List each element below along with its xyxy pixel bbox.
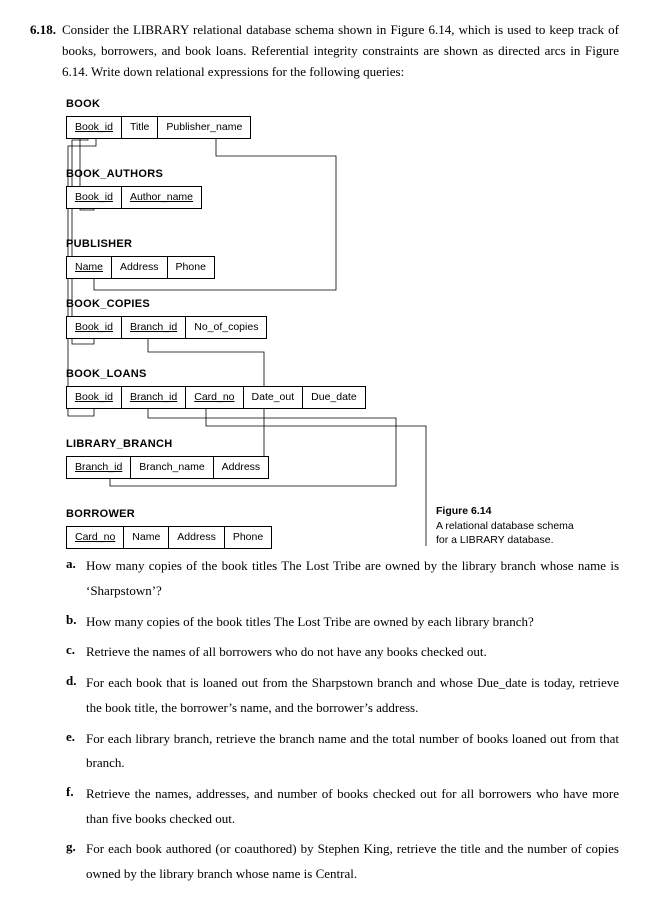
schema-column: Address bbox=[169, 527, 225, 548]
schema-column: Branch_name bbox=[131, 457, 213, 478]
question-text: How many copies of the book titles The L… bbox=[86, 610, 619, 635]
schema-table-row: NameAddressPhone bbox=[66, 256, 215, 279]
question-label: a. bbox=[66, 554, 86, 603]
schema-table: PUBLISHER NameAddressPhone bbox=[66, 236, 215, 278]
problem-statement: 6.18. Consider the LIBRARY relational da… bbox=[30, 20, 619, 82]
schema-table: BORROWER Card_noNameAddressPhone bbox=[66, 506, 272, 548]
schema-column: Card_no bbox=[186, 387, 243, 408]
question-label: d. bbox=[66, 671, 86, 720]
schema-table-title: BOOK_AUTHORS bbox=[66, 166, 202, 184]
schema-table: BOOK_COPIES Book_idBranch_idNo_of_copies bbox=[66, 296, 267, 338]
question-item: f.Retrieve the names, addresses, and num… bbox=[66, 782, 619, 831]
schema-diagram: Figure 6.14 A relational database schema… bbox=[66, 96, 619, 546]
schema-table-row: Card_noNameAddressPhone bbox=[66, 526, 272, 549]
schema-column: Name bbox=[124, 527, 169, 548]
question-label: c. bbox=[66, 640, 86, 665]
question-text: Retrieve the names of all borrowers who … bbox=[86, 640, 619, 665]
schema-column: Publisher_name bbox=[158, 117, 250, 138]
problem-text: Consider the LIBRARY relational database… bbox=[62, 20, 619, 82]
figure-caption: Figure 6.14 A relational database schema… bbox=[436, 504, 576, 547]
schema-column: Phone bbox=[168, 257, 214, 278]
schema-table-row: Branch_idBranch_nameAddress bbox=[66, 456, 269, 479]
schema-column: Due_date bbox=[303, 387, 365, 408]
schema-column: Title bbox=[122, 117, 158, 138]
schema-column: Address bbox=[112, 257, 168, 278]
schema-column: Branch_id bbox=[122, 317, 186, 338]
question-text: Retrieve the names, addresses, and numbe… bbox=[86, 782, 619, 831]
schema-table-title: BOOK_LOANS bbox=[66, 366, 366, 384]
schema-column: Author_name bbox=[122, 187, 201, 208]
question-label: b. bbox=[66, 610, 86, 635]
schema-table-title: BORROWER bbox=[66, 506, 272, 524]
question-label: f. bbox=[66, 782, 86, 831]
schema-column: Book_id bbox=[67, 317, 122, 338]
schema-table-row: Book_idBranch_idCard_noDate_outDue_date bbox=[66, 386, 366, 409]
figure-caption-text: A relational database schema for a LIBRA… bbox=[436, 520, 574, 546]
question-item: g.For each book authored (or coauthored)… bbox=[66, 837, 619, 886]
question-text: For each book that is loaned out from th… bbox=[86, 671, 619, 720]
schema-table: BOOK_LOANS Book_idBranch_idCard_noDate_ou… bbox=[66, 366, 366, 408]
schema-table: BOOK Book_idTitlePublisher_name bbox=[66, 96, 251, 138]
schema-column: Date_out bbox=[244, 387, 304, 408]
question-text: For each book authored (or coauthored) b… bbox=[86, 837, 619, 886]
schema-table-row: Book_idBranch_idNo_of_copies bbox=[66, 316, 267, 339]
schema-column: Branch_id bbox=[67, 457, 131, 478]
schema-column: Branch_id bbox=[122, 387, 186, 408]
question-item: c.Retrieve the names of all borrowers wh… bbox=[66, 640, 619, 665]
question-label: g. bbox=[66, 837, 86, 886]
schema-table: LIBRARY_BRANCH Branch_idBranch_nameAddres… bbox=[66, 436, 269, 478]
schema-column: Address bbox=[214, 457, 269, 478]
question-text: For each library branch, retrieve the br… bbox=[86, 727, 619, 776]
question-item: b.How many copies of the book titles The… bbox=[66, 610, 619, 635]
schema-table: BOOK_AUTHORS Book_idAuthor_name bbox=[66, 166, 202, 208]
question-item: a.How many copies of the book titles The… bbox=[66, 554, 619, 603]
question-item: d.For each book that is loaned out from … bbox=[66, 671, 619, 720]
schema-column: Phone bbox=[225, 527, 271, 548]
questions-list: a.How many copies of the book titles The… bbox=[66, 554, 619, 886]
schema-column: Name bbox=[67, 257, 112, 278]
schema-column: No_of_copies bbox=[186, 317, 266, 338]
schema-column: Book_id bbox=[67, 187, 122, 208]
schema-table-title: BOOK_COPIES bbox=[66, 296, 267, 314]
figure-caption-title: Figure 6.14 bbox=[436, 505, 491, 517]
question-item: e.For each library branch, retrieve the … bbox=[66, 727, 619, 776]
problem-number: 6.18. bbox=[30, 20, 56, 41]
schema-table-row: Book_idTitlePublisher_name bbox=[66, 116, 251, 139]
schema-column: Card_no bbox=[67, 527, 124, 548]
question-label: e. bbox=[66, 727, 86, 776]
schema-column: Book_id bbox=[67, 387, 122, 408]
schema-table-title: BOOK bbox=[66, 96, 251, 114]
schema-table-title: PUBLISHER bbox=[66, 236, 215, 254]
question-text: How many copies of the book titles The L… bbox=[86, 554, 619, 603]
schema-table-title: LIBRARY_BRANCH bbox=[66, 436, 269, 454]
schema-column: Book_id bbox=[67, 117, 122, 138]
schema-table-row: Book_idAuthor_name bbox=[66, 186, 202, 209]
